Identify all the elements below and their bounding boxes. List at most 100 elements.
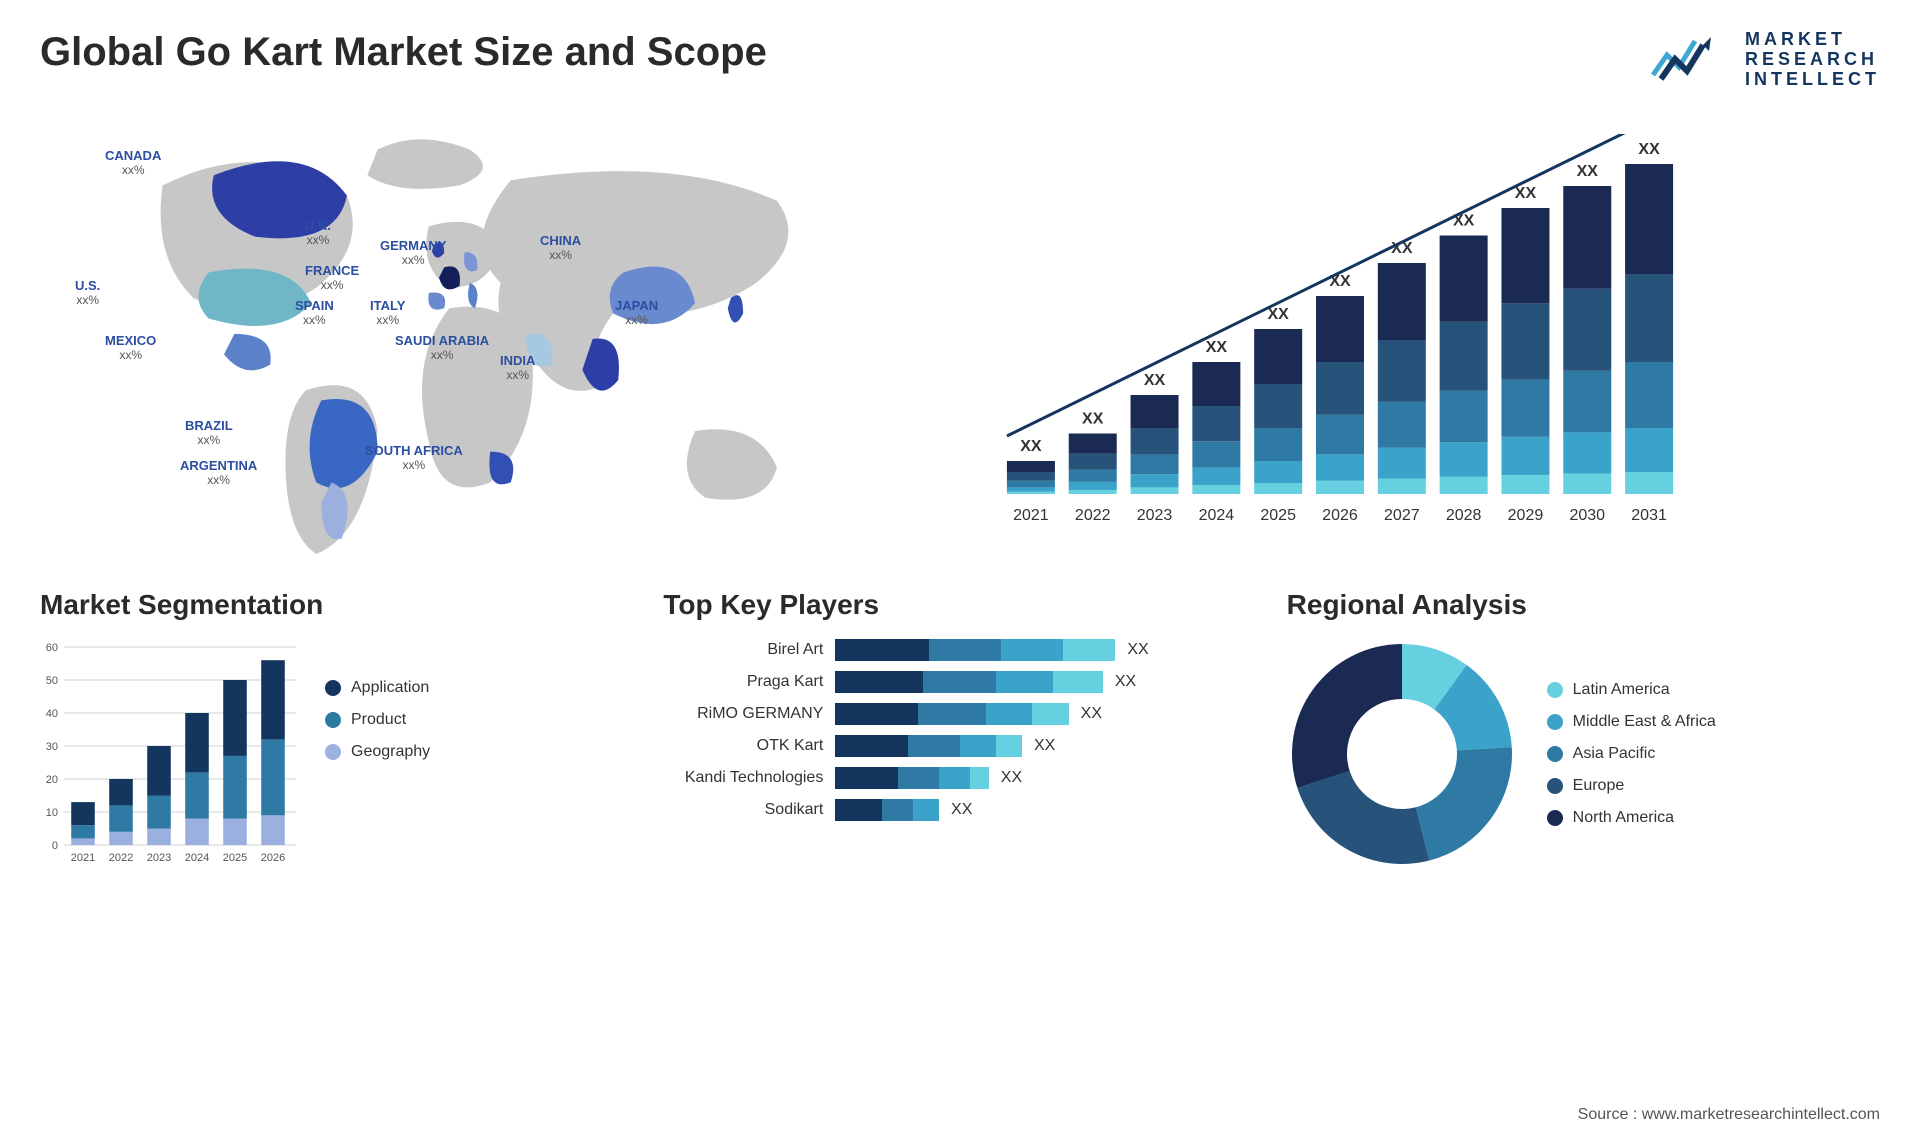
keyplayer-bar (835, 767, 988, 789)
svg-text:XX: XX (1144, 372, 1166, 389)
keyplayer-bar (835, 735, 1022, 757)
regional-legend-item: Asia Pacific (1547, 745, 1716, 763)
keyplayer-bar (835, 799, 939, 821)
map-label-u.s.: U.S.xx% (75, 279, 100, 306)
keyplayer-row: Birel Art XX (663, 639, 1256, 661)
keyplayer-row: Kandi Technologies XX (663, 767, 1256, 789)
svg-text:2028: 2028 (1446, 507, 1482, 524)
segmentation-chart: 0 10 20 30 40 50 60 2021 2022 2023 2024 2025 2026 (40, 639, 300, 869)
map-label-u.k.: U.K.xx% (305, 219, 331, 246)
logo-icon (1651, 33, 1731, 87)
svg-text:XX: XX (1515, 185, 1537, 202)
map-label-italy: ITALYxx% (370, 299, 405, 326)
svg-text:2023: 2023 (1137, 507, 1173, 524)
keyplayers-title: Top Key Players (663, 589, 1256, 621)
svg-text:20: 20 (46, 774, 58, 786)
svg-text:XX: XX (1577, 163, 1599, 180)
svg-text:XX: XX (1206, 339, 1228, 356)
map-label-argentina: ARGENTINAxx% (180, 459, 257, 486)
map-label-spain: SPAINxx% (295, 299, 334, 326)
svg-text:XX: XX (1082, 411, 1104, 428)
svg-text:2026: 2026 (1322, 507, 1358, 524)
svg-text:0: 0 (52, 840, 58, 852)
segmentation-legend: Application Product Geography (325, 639, 430, 869)
logo-text: MARKET RESEARCH INTELLECT (1745, 30, 1880, 89)
keyplayer-row: Praga Kart XX (663, 671, 1256, 693)
svg-text:XX: XX (1638, 141, 1660, 158)
svg-text:40: 40 (46, 708, 58, 720)
keyplayer-label: RiMO GERMANY (663, 705, 823, 723)
regional-panel: Regional Analysis Latin America Middle Ea… (1287, 589, 1880, 869)
segmentation-legend-item: Application (325, 679, 430, 697)
svg-text:30: 30 (46, 741, 58, 753)
svg-text:2025: 2025 (223, 852, 247, 864)
logo-line-2: RESEARCH (1745, 50, 1880, 70)
regional-legend-item: North America (1547, 809, 1716, 827)
map-label-japan: JAPANxx% (615, 299, 658, 326)
regional-legend-item: Middle East & Africa (1547, 713, 1716, 731)
svg-text:2024: 2024 (185, 852, 209, 864)
regional-legend-item: Europe (1547, 777, 1716, 795)
page-title: Global Go Kart Market Size and Scope (40, 30, 767, 75)
keyplayer-label: OTK Kart (663, 737, 823, 755)
map-label-china: CHINAxx% (540, 234, 581, 261)
keyplayers-chart: Birel ArtXXPraga KartXXRiMO GERMANYXXOTK… (663, 639, 1256, 821)
svg-text:2027: 2027 (1384, 507, 1420, 524)
svg-text:2022: 2022 (1075, 507, 1111, 524)
svg-text:2025: 2025 (1260, 507, 1296, 524)
svg-text:XX: XX (1020, 438, 1042, 455)
svg-text:2023: 2023 (147, 852, 171, 864)
keyplayer-value: XX (951, 801, 981, 819)
svg-text:2024: 2024 (1199, 507, 1235, 524)
segmentation-legend-item: Geography (325, 743, 430, 761)
keyplayer-value: XX (1034, 737, 1064, 755)
segmentation-title: Market Segmentation (40, 589, 633, 621)
svg-text:2021: 2021 (71, 852, 95, 864)
growth-chart-section: XX 2021 XX 2022 XX 2023 XX 2024 XX 2025 XX 2026 XX 20… (960, 124, 1880, 554)
keyplayer-bar (835, 703, 1068, 725)
regional-title: Regional Analysis (1287, 589, 1880, 621)
keyplayer-label: Kandi Technologies (663, 769, 823, 787)
svg-text:2029: 2029 (1508, 507, 1544, 524)
logo-line-3: INTELLECT (1745, 70, 1880, 90)
logo-line-1: MARKET (1745, 30, 1880, 50)
map-label-saudi-arabia: SAUDI ARABIAxx% (395, 334, 489, 361)
map-label-brazil: BRAZILxx% (185, 419, 233, 446)
regional-legend-item: Latin America (1547, 681, 1716, 699)
keyplayer-label: Birel Art (663, 641, 823, 659)
map-label-south-africa: SOUTH AFRICAxx% (365, 444, 463, 471)
keyplayer-bar (835, 671, 1103, 693)
map-label-canada: CANADAxx% (105, 149, 161, 176)
keyplayer-bar (835, 639, 1115, 661)
keyplayer-row: RiMO GERMANY XX (663, 703, 1256, 725)
svg-text:2031: 2031 (1631, 507, 1667, 524)
svg-text:XX: XX (1268, 306, 1290, 323)
keyplayer-value: XX (1127, 641, 1157, 659)
keyplayer-value: XX (1115, 673, 1145, 691)
bottom-row: Market Segmentation 0 10 20 30 40 50 60 2021 202… (40, 589, 1880, 869)
keyplayers-panel: Top Key Players Birel ArtXXPraga KartXXR… (663, 589, 1256, 869)
top-row: CANADAxx%U.S.xx%MEXICOxx%BRAZILxx%ARGENT… (40, 124, 1880, 554)
world-map-section: CANADAxx%U.S.xx%MEXICOxx%BRAZILxx%ARGENT… (40, 124, 920, 554)
svg-text:50: 50 (46, 675, 58, 687)
regional-donut (1287, 639, 1517, 869)
keyplayer-row: OTK Kart XX (663, 735, 1256, 757)
logo: MARKET RESEARCH INTELLECT (1651, 30, 1880, 89)
svg-text:2030: 2030 (1569, 507, 1605, 524)
keyplayer-value: XX (1001, 769, 1031, 787)
svg-text:2022: 2022 (109, 852, 133, 864)
keyplayer-value: XX (1081, 705, 1111, 723)
svg-text:60: 60 (46, 642, 58, 654)
header: Global Go Kart Market Size and Scope MAR… (40, 30, 1880, 89)
svg-text:2021: 2021 (1013, 507, 1049, 524)
segmentation-legend-item: Product (325, 711, 430, 729)
keyplayer-row: SodikartXX (663, 799, 1256, 821)
keyplayer-label: Praga Kart (663, 673, 823, 691)
svg-text:10: 10 (46, 807, 58, 819)
segmentation-panel: Market Segmentation 0 10 20 30 40 50 60 2021 202… (40, 589, 633, 869)
svg-text:2026: 2026 (261, 852, 285, 864)
map-label-france: FRANCExx% (305, 264, 359, 291)
regional-legend: Latin America Middle East & Africa Asia Pa… (1547, 681, 1716, 827)
map-label-germany: GERMANYxx% (380, 239, 446, 266)
map-label-india: INDIAxx% (500, 354, 535, 381)
